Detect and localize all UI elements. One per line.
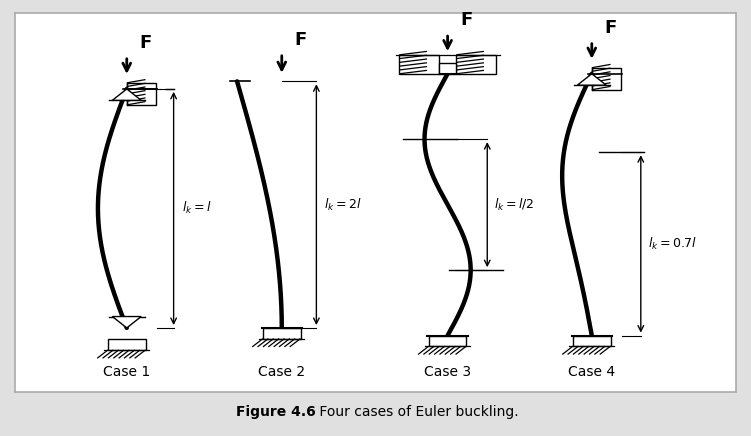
Text: F: F [460,11,473,29]
Text: F: F [140,34,152,52]
Bar [573,336,611,346]
Text: F: F [605,19,617,37]
Bar [457,55,496,74]
Bar [127,83,155,105]
Bar [108,339,146,350]
Bar [592,68,620,90]
Text: Case 2: Case 2 [258,364,306,378]
Bar [263,328,300,338]
Text: Case 1: Case 1 [103,364,150,378]
Bar [400,55,439,74]
Text: $l_k=l/2$: $l_k=l/2$ [494,197,535,213]
Polygon shape [113,317,141,328]
Text: $l_k=l$: $l_k=l$ [182,201,212,217]
Text: Case 3: Case 3 [424,364,471,378]
Bar [429,336,466,346]
Polygon shape [578,74,606,85]
Text: Figure 4.6: Figure 4.6 [236,405,315,419]
Text: $l_k=0.7l$: $l_k=0.7l$ [648,236,696,252]
Polygon shape [113,89,141,100]
Text: Case 4: Case 4 [569,364,615,378]
Text: Four cases of Euler buckling.: Four cases of Euler buckling. [315,405,519,419]
Text: F: F [294,31,307,49]
Bar [439,63,457,74]
Text: $l_k=2l$: $l_k=2l$ [324,197,361,213]
